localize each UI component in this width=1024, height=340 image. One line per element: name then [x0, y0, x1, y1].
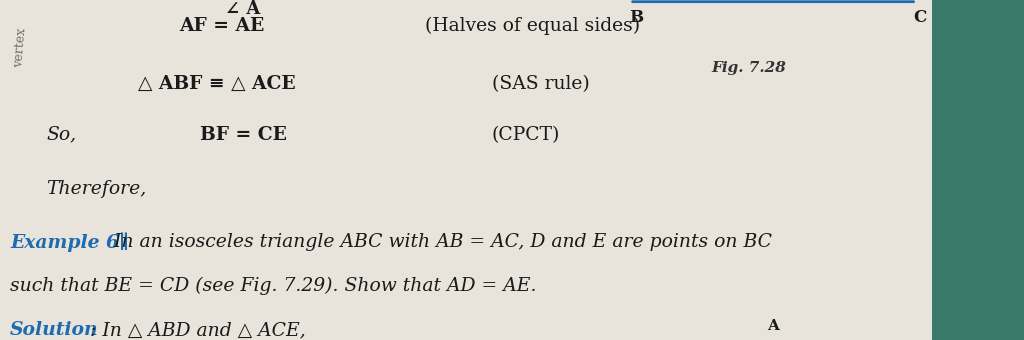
- Text: vertex: vertex: [12, 27, 29, 68]
- Text: such that BE = CD (see Fig. 7.29). Show that AD = AE.: such that BE = CD (see Fig. 7.29). Show …: [10, 277, 537, 295]
- Text: : In △ ABD and △ ACE,: : In △ ABD and △ ACE,: [84, 321, 306, 339]
- Text: (Halves of equal sides): (Halves of equal sides): [425, 17, 640, 35]
- Text: Fig. 7.28: Fig. 7.28: [712, 61, 786, 75]
- Text: (CPCT): (CPCT): [492, 126, 560, 144]
- Text: Solution: Solution: [10, 321, 99, 339]
- Bar: [932, 0, 1024, 340]
- Text: ∠ A: ∠ A: [225, 0, 261, 18]
- Text: (SAS rule): (SAS rule): [492, 75, 589, 93]
- Text: Therefore,: Therefore,: [46, 180, 146, 198]
- Text: In an isosceles triangle ABC with AB = AC, D and E are points on BC: In an isosceles triangle ABC with AB = A…: [108, 233, 771, 251]
- Text: △ ABF ≡ △ ACE: △ ABF ≡ △ ACE: [138, 75, 296, 93]
- Text: BF = CE: BF = CE: [200, 126, 287, 144]
- Text: B: B: [629, 8, 643, 26]
- Text: So,: So,: [46, 126, 76, 144]
- Text: C: C: [913, 8, 927, 26]
- Text: AF = AE: AF = AE: [179, 17, 264, 35]
- Text: Example 6∥: Example 6∥: [10, 233, 129, 253]
- Text: A: A: [767, 319, 779, 333]
